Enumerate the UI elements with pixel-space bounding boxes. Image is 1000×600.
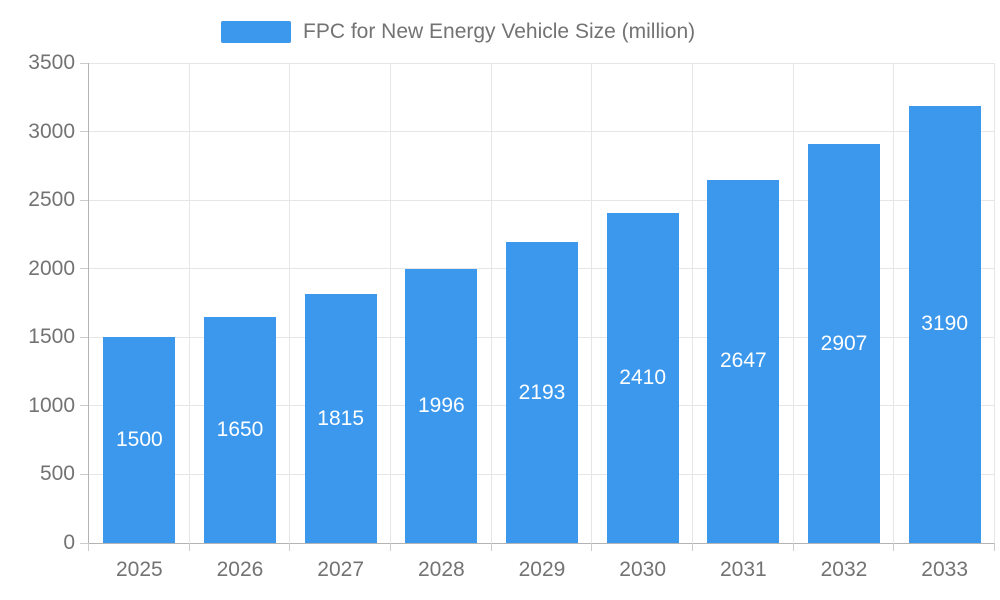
gridline-vertical [188, 63, 190, 543]
y-axis-tick [80, 405, 88, 407]
x-axis-tick [88, 543, 89, 551]
bar[interactable]: 2647 [707, 179, 780, 543]
y-axis-label: 1500 [28, 325, 75, 349]
bar-value-label: 1815 [317, 406, 365, 430]
gridline-horizontal [89, 199, 995, 201]
legend-swatch [221, 21, 291, 43]
x-axis-label: 2025 [115, 558, 163, 581]
bar-value-label: 2410 [619, 365, 667, 389]
gridline-horizontal [89, 131, 995, 133]
legend-label: FPC for New Energy Vehicle Size (million… [303, 20, 696, 43]
gridline-vertical [289, 63, 291, 543]
x-axis-tick [188, 543, 190, 551]
y-axis-tick [80, 131, 88, 133]
bar[interactable]: 1996 [405, 269, 478, 543]
bar-value-label: 1650 [216, 417, 264, 441]
y-axis-label: 3000 [28, 119, 75, 143]
x-axis-label: 2032 [820, 558, 868, 581]
bar[interactable]: 1815 [304, 294, 377, 543]
bar-value-label: 2193 [518, 380, 566, 404]
x-axis-tick [591, 543, 593, 551]
gridline-vertical [692, 63, 693, 543]
bar[interactable]: 1650 [204, 316, 276, 543]
x-axis-tick [792, 543, 794, 551]
x-axis-tick [390, 543, 391, 551]
y-axis-tick [80, 62, 88, 64]
bar[interactable]: 2193 [506, 242, 578, 543]
x-axis-tick [490, 543, 492, 551]
bar[interactable]: 1500 [103, 337, 176, 543]
x-axis-tick [994, 543, 995, 551]
y-axis-label: 3500 [28, 51, 75, 74]
bar[interactable]: 2907 [808, 144, 880, 543]
gridline-vertical [792, 63, 794, 543]
legend-item[interactable]: FPC for New Energy Vehicle Size (million… [221, 21, 695, 43]
gridline-vertical [591, 63, 593, 543]
bar-value-label: 2907 [820, 331, 868, 355]
y-axis-tick [80, 336, 88, 338]
y-axis-tick [80, 268, 88, 270]
y-axis-tick [80, 542, 88, 544]
gridline-vertical [490, 63, 492, 543]
x-axis-label: 2031 [719, 558, 767, 581]
bar[interactable]: 2410 [606, 212, 679, 543]
x-axis-tick [692, 543, 693, 551]
gridline-vertical [994, 63, 995, 543]
x-axis-label: 2033 [921, 558, 969, 581]
bar-value-label: 3190 [921, 312, 969, 336]
x-axis-label: 2026 [216, 558, 264, 581]
x-axis-label: 2027 [317, 558, 365, 581]
x-axis-tick [893, 543, 895, 551]
bar-value-label: 1500 [115, 428, 163, 452]
x-axis-tick [289, 543, 291, 551]
bar[interactable]: 3190 [908, 105, 981, 543]
y-axis-tick [80, 473, 88, 475]
y-axis-label: 1000 [28, 393, 75, 417]
gridline-vertical [390, 63, 391, 543]
plot-area: 0 500 1000 1500 2000 2500 3000 3500 1500 2025 1650… [28, 51, 995, 581]
y-axis-label: 0 [63, 531, 75, 554]
bar-value-label: 2647 [719, 349, 767, 373]
y-axis-tick [80, 199, 88, 201]
y-axis-label: 2000 [28, 256, 75, 280]
x-axis-label: 2028 [417, 558, 465, 581]
x-axis-label: 2030 [619, 558, 667, 581]
gridline-horizontal [89, 62, 995, 64]
bar-value-label: 1996 [417, 394, 465, 418]
x-axis-label: 2029 [518, 558, 566, 581]
y-axis-label: 2500 [28, 188, 75, 212]
y-axis-label: 500 [39, 462, 75, 486]
gridline-vertical [893, 63, 895, 543]
